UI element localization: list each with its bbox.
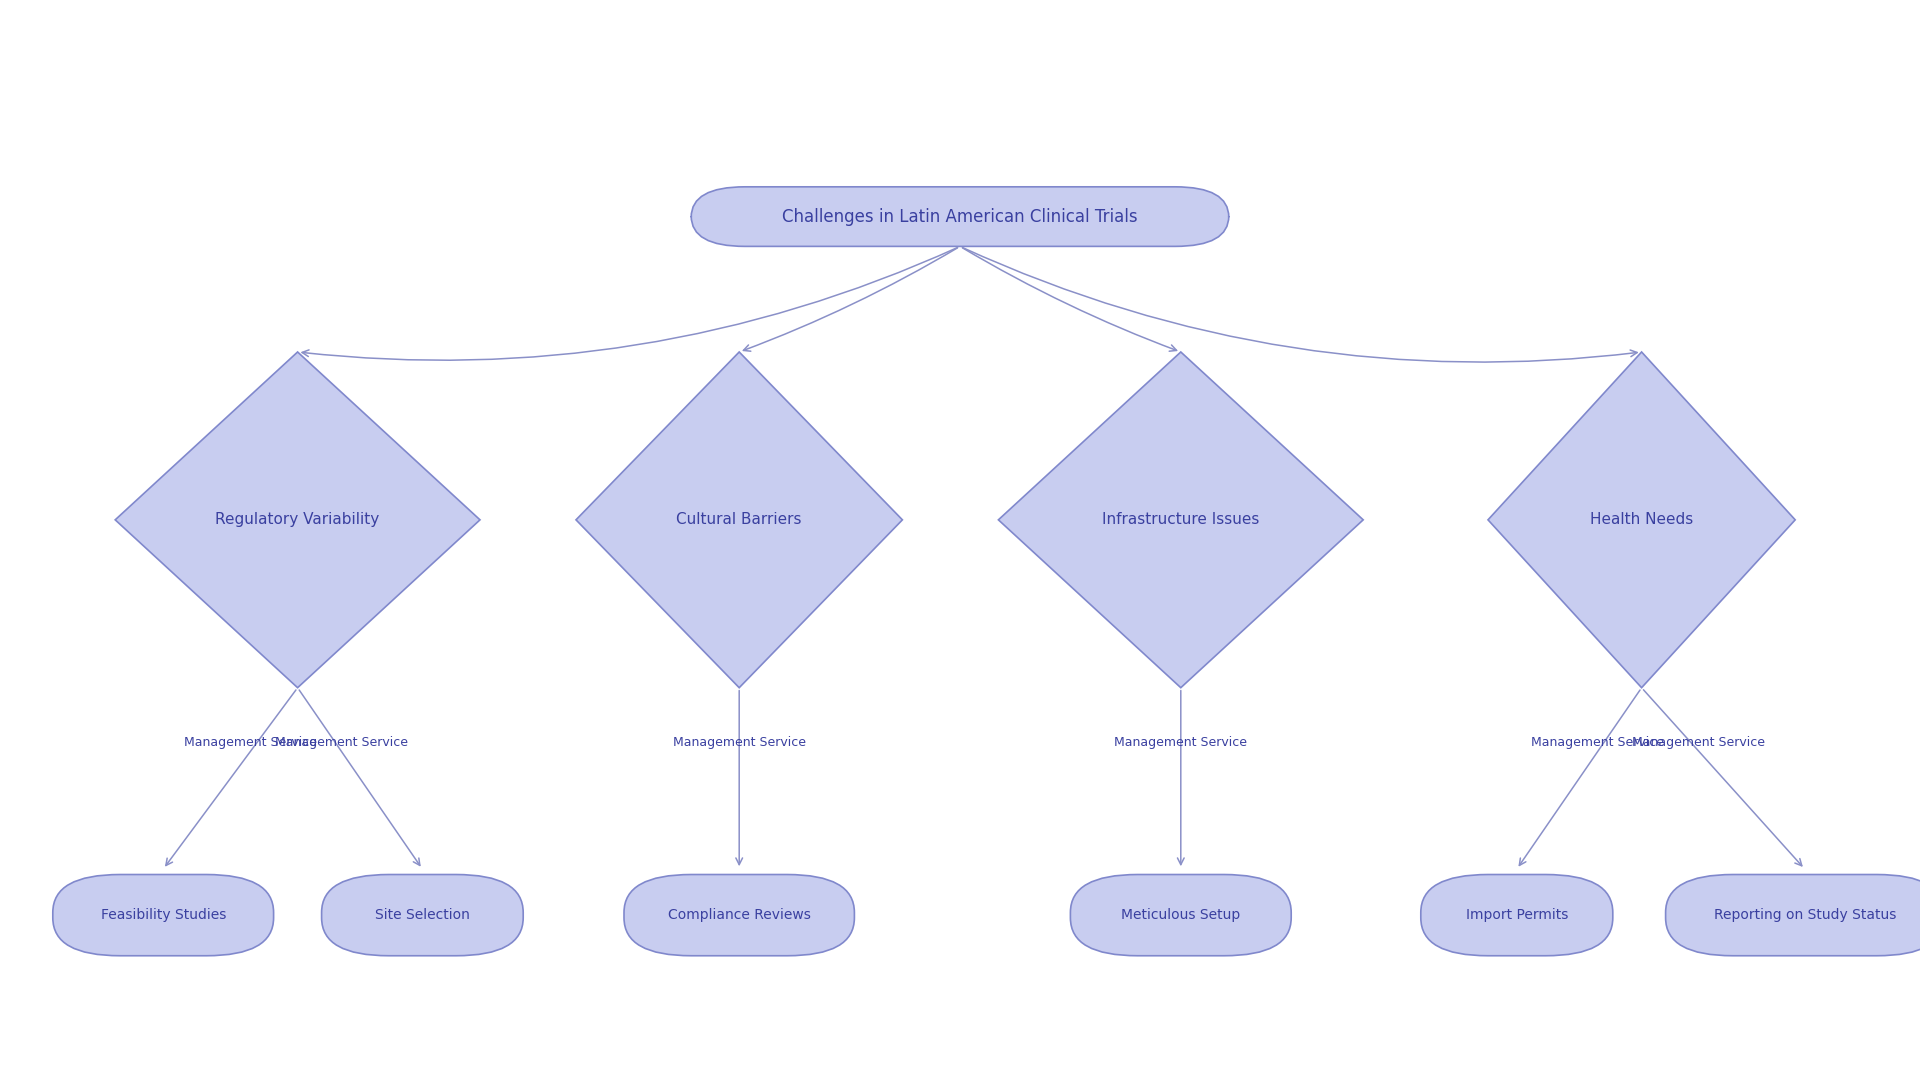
FancyBboxPatch shape [1421,875,1613,956]
Text: Health Needs: Health Needs [1590,512,1693,527]
FancyBboxPatch shape [624,875,854,956]
Text: Challenges in Latin American Clinical Trials: Challenges in Latin American Clinical Tr… [781,208,1139,225]
Text: Feasibility Studies: Feasibility Studies [100,909,227,922]
Text: Compliance Reviews: Compliance Reviews [668,909,810,922]
Polygon shape [115,352,480,688]
Text: Management Service: Management Service [1532,735,1665,748]
FancyBboxPatch shape [1665,875,1920,956]
Text: Import Permits: Import Permits [1465,909,1569,922]
Text: Management Service: Management Service [672,735,806,748]
FancyBboxPatch shape [323,875,522,956]
Text: Reporting on Study Status: Reporting on Study Status [1715,909,1895,922]
FancyBboxPatch shape [54,875,275,956]
Text: Management Service: Management Service [1632,735,1764,748]
Text: Management Service: Management Service [275,735,407,748]
FancyBboxPatch shape [691,186,1229,246]
Text: Management Service: Management Service [184,735,317,748]
Text: Regulatory Variability: Regulatory Variability [215,512,380,527]
FancyBboxPatch shape [1071,875,1290,956]
Text: Management Service: Management Service [1114,735,1248,748]
Text: Site Selection: Site Selection [374,909,470,922]
Polygon shape [1488,352,1795,688]
Text: Cultural Barriers: Cultural Barriers [676,512,803,527]
Text: Meticulous Setup: Meticulous Setup [1121,909,1240,922]
Polygon shape [576,352,902,688]
Text: Infrastructure Issues: Infrastructure Issues [1102,512,1260,527]
Polygon shape [998,352,1363,688]
